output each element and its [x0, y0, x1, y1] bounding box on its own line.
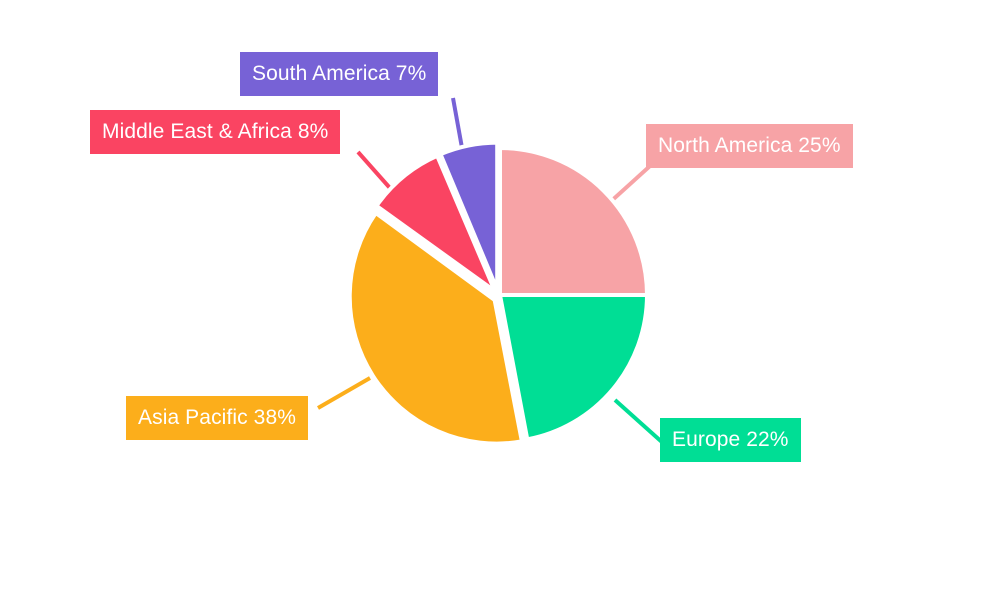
leader-line-north-america: [606, 164, 652, 206]
pie-slice-north-america[interactable]: [498, 145, 650, 297]
leader-line-asia-pacific: [317, 376, 371, 410]
pie-label-europe[interactable]: Europe 22%: [660, 418, 801, 462]
pie-slices: [347, 140, 650, 446]
pie-label-south-america[interactable]: South America 7%: [240, 52, 439, 96]
pie-slice-europe[interactable]: [497, 293, 650, 442]
leader-line-europe: [613, 398, 665, 445]
pie-label-middle-east-africa[interactable]: Middle East & Africa 8%: [90, 110, 341, 154]
pie-slice-asia-pacific[interactable]: [347, 210, 525, 446]
pie-slice-middle-east-africa[interactable]: [373, 153, 500, 297]
pie-label-north-america[interactable]: North America 25%: [646, 124, 853, 168]
pie-slice-south-america[interactable]: [437, 140, 500, 291]
pie-label-asia-pacific[interactable]: Asia Pacific 38%: [126, 396, 309, 440]
